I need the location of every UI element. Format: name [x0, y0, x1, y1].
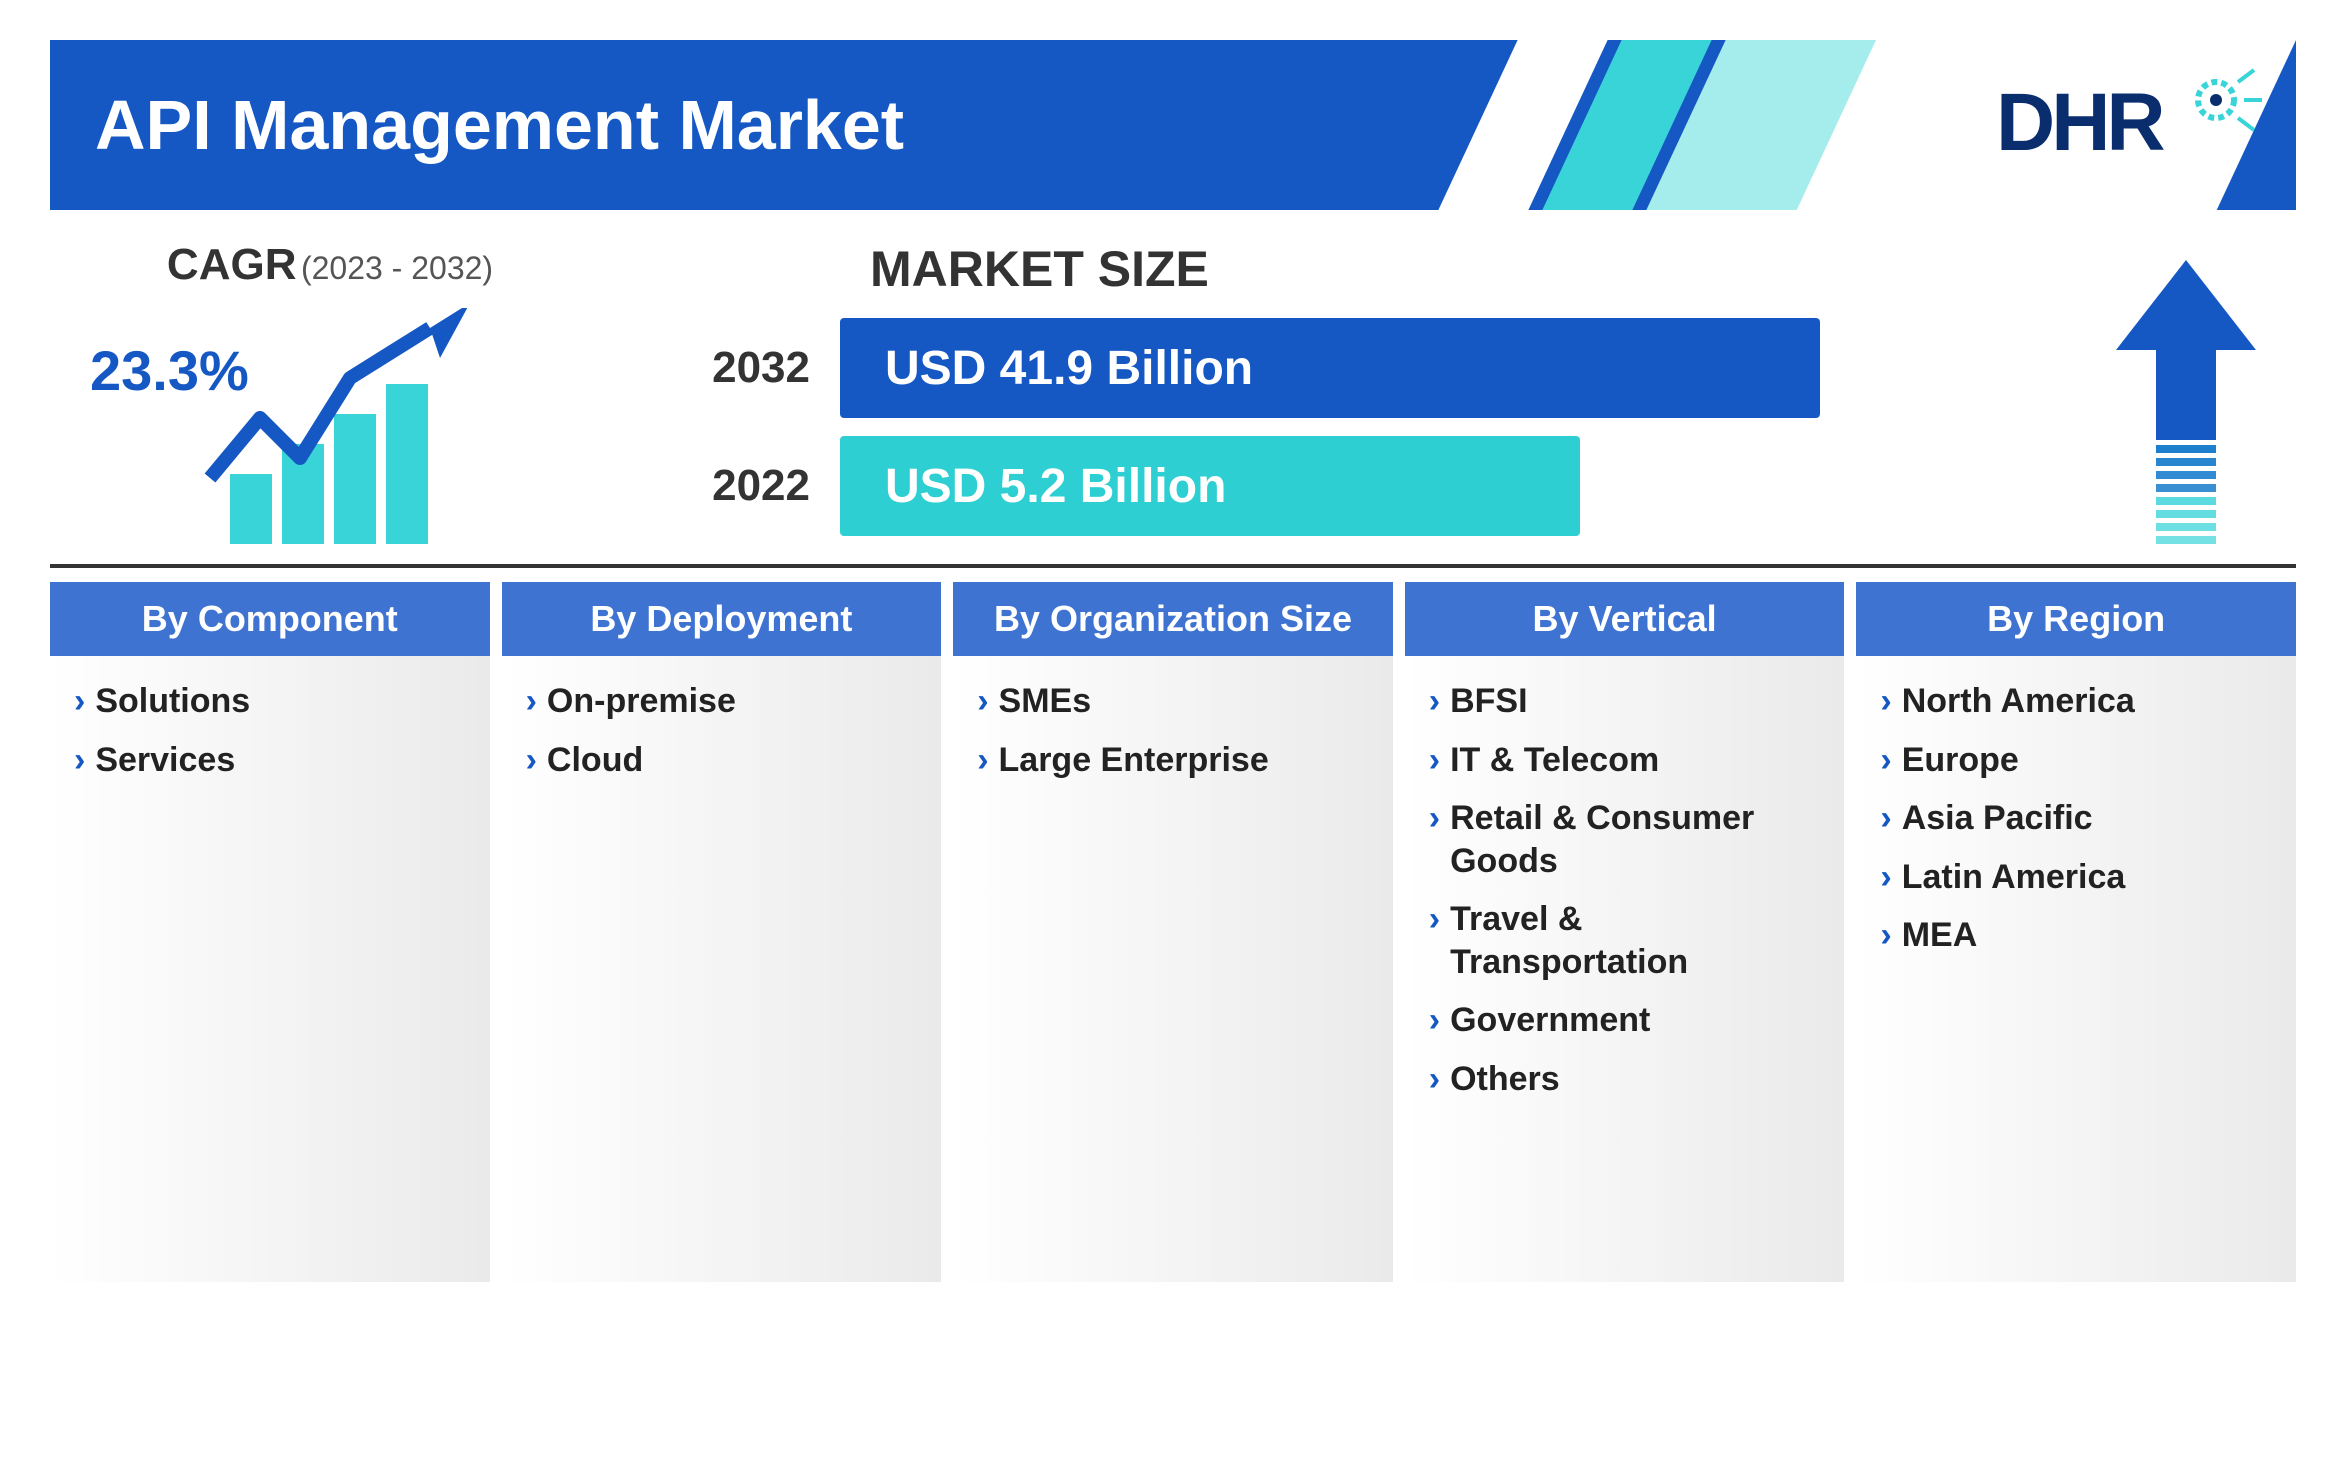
growth-chart: 23.3%	[70, 308, 590, 548]
segment-item: › Latin America	[1880, 856, 2272, 899]
page-title: API Management Market	[95, 85, 904, 165]
segment-item: ›BFSI	[1429, 680, 1821, 723]
segment-item-label: MEA	[1902, 914, 1978, 957]
segment-item-label: Government	[1450, 999, 1650, 1042]
market-title: MARKET SIZE	[870, 240, 2096, 298]
chevron-right-icon: ›	[1880, 680, 1891, 723]
chevron-right-icon: ›	[1880, 797, 1891, 840]
segment-item-label: Others	[1450, 1058, 1560, 1101]
segment-item-label: Retail & Consumer Goods	[1450, 797, 1820, 882]
segment-card: By Vertical›BFSI›IT & Telecom›Retail & C…	[1405, 582, 1845, 1282]
chevron-right-icon: ›	[1429, 898, 1440, 941]
segment-item-label: Cloud	[547, 739, 643, 782]
cagr-range: (2023 - 2032)	[301, 250, 493, 286]
segment-item-label: Asia Pacific	[1902, 797, 2093, 840]
segments-row: By Component›Solutions›ServicesBy Deploy…	[50, 582, 2296, 1282]
segment-list: ›Solutions›Services	[50, 656, 490, 821]
segment-item-label: IT & Telecom	[1450, 739, 1659, 782]
segment-header: By Component	[50, 582, 490, 656]
market-year: 2022	[650, 461, 810, 511]
segment-card: By Organization Size › SMEs › Large Enterpri…	[953, 582, 1393, 1282]
segment-item-label: SMEs	[999, 680, 1092, 723]
cagr-label: CAGR	[167, 240, 297, 289]
segment-item: ›Cloud	[526, 739, 918, 782]
market-row: 2022 USD 5.2 Billion	[650, 436, 2096, 536]
chevron-right-icon: ›	[526, 680, 537, 723]
chevron-right-icon: ›	[1880, 739, 1891, 782]
segment-list: ›On-premise›Cloud	[502, 656, 942, 821]
segment-item: › Large Enterprise	[977, 739, 1369, 782]
segment-header: By Vertical	[1405, 582, 1845, 656]
chevron-right-icon: ›	[526, 739, 537, 782]
segment-item: ›Others	[1429, 1058, 1821, 1101]
segment-header: By Deployment	[502, 582, 942, 656]
market-size-block: MARKET SIZE 2032 USD 41.9 Billion 2022 USD …	[590, 240, 2096, 554]
segment-item-label: North America	[1902, 680, 2135, 723]
segment-item: ›IT & Telecom	[1429, 739, 1821, 782]
segment-item: ›Travel & Transportation	[1429, 898, 1821, 983]
segment-list: › North America › Europe › Asia Pacific › Latin…	[1856, 656, 2296, 997]
segment-item-label: Europe	[1902, 739, 2019, 782]
chevron-right-icon: ›	[1429, 797, 1440, 840]
header-banner: API Management Market DHR	[50, 40, 2296, 210]
segment-item: › Asia Pacific	[1880, 797, 2272, 840]
chevron-right-icon: ›	[1429, 999, 1440, 1042]
segment-item-label: Travel & Transportation	[1450, 898, 1820, 983]
segment-item: ›Services	[74, 739, 466, 782]
chevron-right-icon: ›	[977, 739, 988, 782]
up-arrow-icon	[2111, 250, 2261, 550]
bar-line-chart-icon	[170, 308, 490, 548]
segment-item-label: Latin America	[1902, 856, 2126, 899]
chevron-right-icon: ›	[1429, 739, 1440, 782]
segment-item-label: Solutions	[95, 680, 250, 723]
segment-item-label: BFSI	[1450, 680, 1527, 723]
market-bar: USD 5.2 Billion	[840, 436, 1580, 536]
segment-item: ›Solutions	[74, 680, 466, 723]
svg-text:DHR: DHR	[1996, 77, 2164, 168]
segment-item: ›Government	[1429, 999, 1821, 1042]
segment-item: ›On-premise	[526, 680, 918, 723]
top-section: CAGR (2023 - 2032) 23.3% MARKET SIZE 203…	[50, 210, 2296, 568]
chevron-right-icon: ›	[74, 739, 85, 782]
segment-list: › SMEs › Large Enterprise	[953, 656, 1393, 821]
segment-item: ›Retail & Consumer Goods	[1429, 797, 1821, 882]
segment-item: › SMEs	[977, 680, 1369, 723]
segment-list: ›BFSI›IT & Telecom›Retail & Consumer Goo…	[1405, 656, 1845, 1140]
segment-item: › North America	[1880, 680, 2272, 723]
chevron-right-icon: ›	[1429, 1058, 1440, 1101]
segment-card: By Region › North America › Europe › Asia Paci…	[1856, 582, 2296, 1282]
cagr-heading: CAGR (2023 - 2032)	[70, 240, 590, 290]
chevron-right-icon: ›	[74, 680, 85, 723]
arrow-up-block	[2096, 240, 2276, 554]
segment-card: By Deployment›On-premise›Cloud	[502, 582, 942, 1282]
cagr-block: CAGR (2023 - 2032) 23.3%	[70, 240, 590, 554]
chevron-right-icon: ›	[1880, 914, 1891, 957]
segment-item-label: Large Enterprise	[999, 739, 1269, 782]
segment-item: › MEA	[1880, 914, 2272, 957]
market-bar: USD 41.9 Billion	[840, 318, 1820, 418]
segment-item-label: On-premise	[547, 680, 736, 723]
market-row: 2032 USD 41.9 Billion	[650, 318, 2096, 418]
chevron-right-icon: ›	[1429, 680, 1440, 723]
segment-header: By Region	[1856, 582, 2296, 656]
chevron-right-icon: ›	[1880, 856, 1891, 899]
segment-item: › Europe	[1880, 739, 2272, 782]
chevron-right-icon: ›	[977, 680, 988, 723]
market-year: 2032	[650, 343, 810, 393]
dhr-logo: DHR	[1986, 60, 2266, 195]
segment-header: By Organization Size	[953, 582, 1393, 656]
segment-card: By Component›Solutions›Services	[50, 582, 490, 1282]
market-rows: 2032 USD 41.9 Billion 2022 USD 5.2 Billion	[650, 318, 2096, 536]
segment-item-label: Services	[95, 739, 235, 782]
